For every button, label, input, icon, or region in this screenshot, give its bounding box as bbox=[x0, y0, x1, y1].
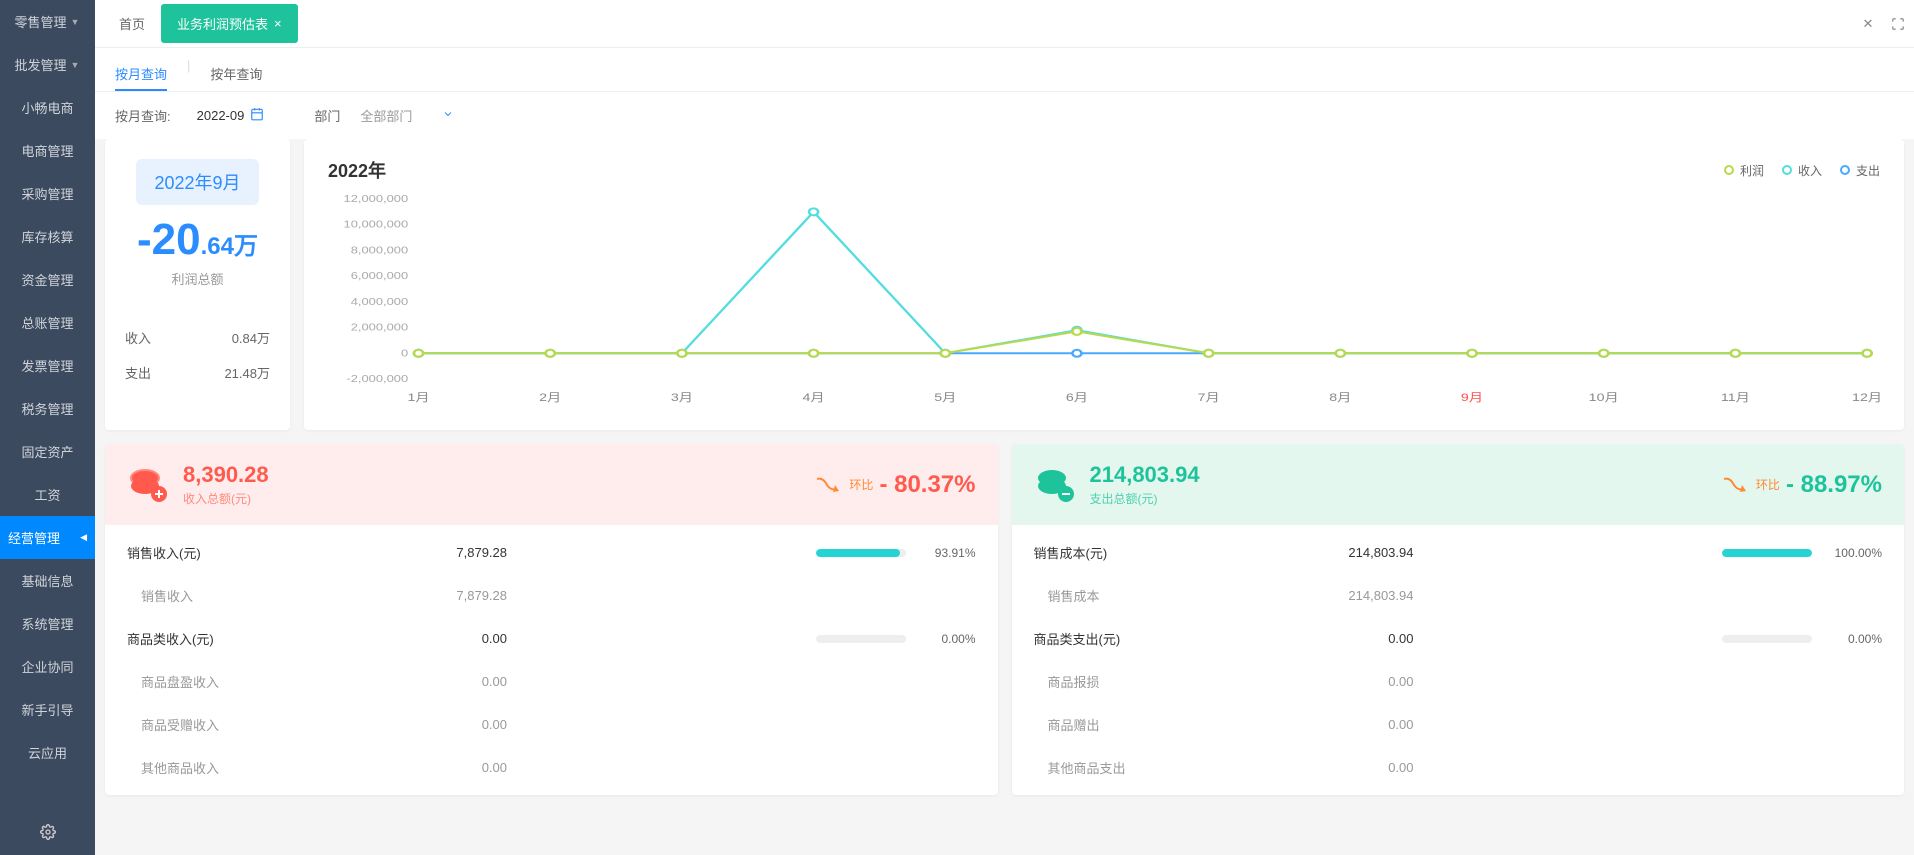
expense-total: 214,803.94 bbox=[1090, 462, 1200, 488]
svg-text:0: 0 bbox=[401, 349, 408, 359]
chart-card: 2022年 利润 收入 支出 12,000,000 10,000,000 8,000… bbox=[304, 139, 1904, 430]
sidebar-item-17[interactable]: 云应用 bbox=[0, 731, 95, 774]
svg-text:8,000,000: 8,000,000 bbox=[351, 246, 408, 256]
expense-hb-label: 环比 bbox=[1756, 476, 1780, 493]
income-total-label: 收入总额(元) bbox=[183, 490, 269, 507]
detail-row: 商品受赠收入0.00 bbox=[127, 703, 976, 746]
detail-row: 商品盘盈收入0.00 bbox=[127, 660, 976, 703]
chevron-down-icon: ▼ bbox=[71, 17, 81, 27]
chevron-left-icon: ◀ bbox=[80, 532, 87, 543]
calendar-icon[interactable] bbox=[250, 107, 264, 124]
dept-select[interactable]: 全部部门 bbox=[360, 106, 454, 125]
settings-icon[interactable] bbox=[0, 812, 95, 855]
tab-home[interactable]: 首页 bbox=[103, 4, 161, 43]
month-filter-label: 按月查询: bbox=[115, 106, 171, 125]
income-total: 8,390.28 bbox=[183, 462, 269, 488]
detail-row: 销售成本(元)214,803.94100.00% bbox=[1034, 531, 1883, 574]
sidebar-item-2[interactable]: 小畅电商 bbox=[0, 86, 95, 129]
svg-text:7月: 7月 bbox=[1198, 391, 1220, 404]
chart-title: 2022年 bbox=[328, 157, 386, 183]
svg-text:12,000,000: 12,000,000 bbox=[344, 194, 409, 204]
sidebar-item-0[interactable]: 零售管理▼ bbox=[0, 0, 95, 43]
trend-down-icon bbox=[1722, 475, 1750, 495]
sidebar-item-5[interactable]: 库存核算 bbox=[0, 215, 95, 258]
sidebar-item-10[interactable]: 固定资产 bbox=[0, 430, 95, 473]
filterbar: 按月查询: 2022-09 部门 全部部门 bbox=[95, 92, 1914, 139]
profit-total: -20.64万 bbox=[125, 215, 270, 265]
detail-row: 销售成本214,803.94 bbox=[1034, 574, 1883, 617]
summary-card: 2022年9月 -20.64万 利润总额 收入 0.84万 支出 21.48万 bbox=[105, 139, 290, 430]
chevron-down-icon bbox=[442, 108, 454, 123]
sidebar-item-12[interactable]: 经营管理◀ bbox=[0, 516, 95, 559]
fullscreen-icon[interactable] bbox=[1888, 14, 1908, 34]
income-label: 收入 bbox=[125, 328, 151, 347]
expense-card: 214,803.94 支出总额(元) 环比 - 88.97% 销售成本(元)21… bbox=[1012, 444, 1905, 795]
close-icon[interactable]: × bbox=[274, 16, 282, 31]
svg-text:2,000,000: 2,000,000 bbox=[351, 323, 408, 333]
svg-text:1月: 1月 bbox=[407, 391, 429, 404]
income-icon bbox=[127, 464, 169, 506]
income-card: 8,390.28 收入总额(元) 环比 - 80.37% 销售收入(元)7,87… bbox=[105, 444, 998, 795]
svg-text:6,000,000: 6,000,000 bbox=[351, 271, 408, 281]
svg-text:10,000,000: 10,000,000 bbox=[344, 220, 409, 230]
sidebar-item-15[interactable]: 企业协同 bbox=[0, 645, 95, 688]
sidebar-item-8[interactable]: 发票管理 bbox=[0, 344, 95, 387]
income-hb-label: 环比 bbox=[849, 476, 873, 493]
sidebar-item-11[interactable]: 工资 bbox=[0, 473, 95, 516]
main: 首页 业务利润预估表 × ✕ 按月查询 | 按年查询 按月查询: 2022-09… bbox=[95, 0, 1914, 855]
detail-row: 其他商品支出0.00 bbox=[1034, 746, 1883, 789]
detail-row: 销售收入(元)7,879.2893.91% bbox=[127, 531, 976, 574]
sidebar-item-3[interactable]: 电商管理 bbox=[0, 129, 95, 172]
sidebar: 零售管理▼批发管理▼小畅电商电商管理采购管理库存核算资金管理总账管理发票管理税务… bbox=[0, 0, 95, 855]
chart-legend: 利润 收入 支出 bbox=[1724, 162, 1880, 179]
sidebar-item-16[interactable]: 新手引导 bbox=[0, 688, 95, 731]
month-filter-value[interactable]: 2022-09 bbox=[197, 108, 245, 123]
detail-row: 其他商品收入0.00 bbox=[127, 746, 976, 789]
detail-row: 商品类收入(元)0.000.00% bbox=[127, 617, 976, 660]
expense-label: 支出 bbox=[125, 363, 151, 382]
tabbar: 首页 业务利润预估表 × ✕ bbox=[95, 0, 1914, 48]
expense-value: 21.48万 bbox=[224, 363, 270, 382]
month-pill: 2022年9月 bbox=[136, 159, 258, 205]
subtab-by-year[interactable]: 按年查询 bbox=[210, 58, 262, 91]
sidebar-item-1[interactable]: 批发管理▼ bbox=[0, 43, 95, 86]
sidebar-item-13[interactable]: 基础信息 bbox=[0, 559, 95, 602]
expense-icon bbox=[1034, 464, 1076, 506]
sidebar-item-9[interactable]: 税务管理 bbox=[0, 387, 95, 430]
content: 2022年9月 -20.64万 利润总额 收入 0.84万 支出 21.48万 … bbox=[95, 139, 1914, 855]
detail-row: 商品赠出0.00 bbox=[1034, 703, 1883, 746]
svg-text:9月: 9月 bbox=[1461, 391, 1483, 404]
subtab-by-month[interactable]: 按月查询 bbox=[115, 58, 167, 91]
svg-text:12月: 12月 bbox=[1852, 391, 1880, 404]
sidebar-item-14[interactable]: 系统管理 bbox=[0, 602, 95, 645]
dept-filter-label: 部门 bbox=[314, 106, 340, 125]
expense-total-label: 支出总额(元) bbox=[1090, 490, 1200, 507]
trend-down-icon bbox=[815, 475, 843, 495]
svg-text:4,000,000: 4,000,000 bbox=[351, 297, 408, 307]
line-chart: 12,000,000 10,000,000 8,000,000 6,000,000 4,… bbox=[328, 189, 1880, 409]
svg-text:2月: 2月 bbox=[539, 391, 561, 404]
sidebar-item-6[interactable]: 资金管理 bbox=[0, 258, 95, 301]
svg-text:4月: 4月 bbox=[803, 391, 825, 404]
income-hb-pct: - 80.37% bbox=[879, 471, 975, 499]
expense-hb-pct: - 88.97% bbox=[1786, 471, 1882, 499]
detail-row: 商品报损0.00 bbox=[1034, 660, 1883, 703]
income-value: 0.84万 bbox=[232, 328, 270, 347]
svg-text:8月: 8月 bbox=[1329, 391, 1351, 404]
close-all-icon[interactable]: ✕ bbox=[1858, 14, 1878, 34]
subtabs: 按月查询 | 按年查询 bbox=[95, 48, 1914, 92]
detail-row: 商品类支出(元)0.000.00% bbox=[1034, 617, 1883, 660]
chevron-down-icon: ▼ bbox=[71, 60, 81, 70]
svg-text:10月: 10月 bbox=[1589, 391, 1619, 404]
svg-text:5月: 5月 bbox=[934, 391, 956, 404]
profit-label: 利润总额 bbox=[125, 269, 270, 288]
svg-text:11月: 11月 bbox=[1721, 391, 1750, 404]
svg-text:6月: 6月 bbox=[1066, 391, 1088, 404]
sidebar-item-4[interactable]: 采购管理 bbox=[0, 172, 95, 215]
tab-profit-estimate[interactable]: 业务利润预估表 × bbox=[161, 4, 298, 43]
sidebar-item-7[interactable]: 总账管理 bbox=[0, 301, 95, 344]
svg-text:-2,000,000: -2,000,000 bbox=[346, 374, 408, 384]
svg-text:3月: 3月 bbox=[671, 391, 693, 404]
detail-row: 销售收入7,879.28 bbox=[127, 574, 976, 617]
